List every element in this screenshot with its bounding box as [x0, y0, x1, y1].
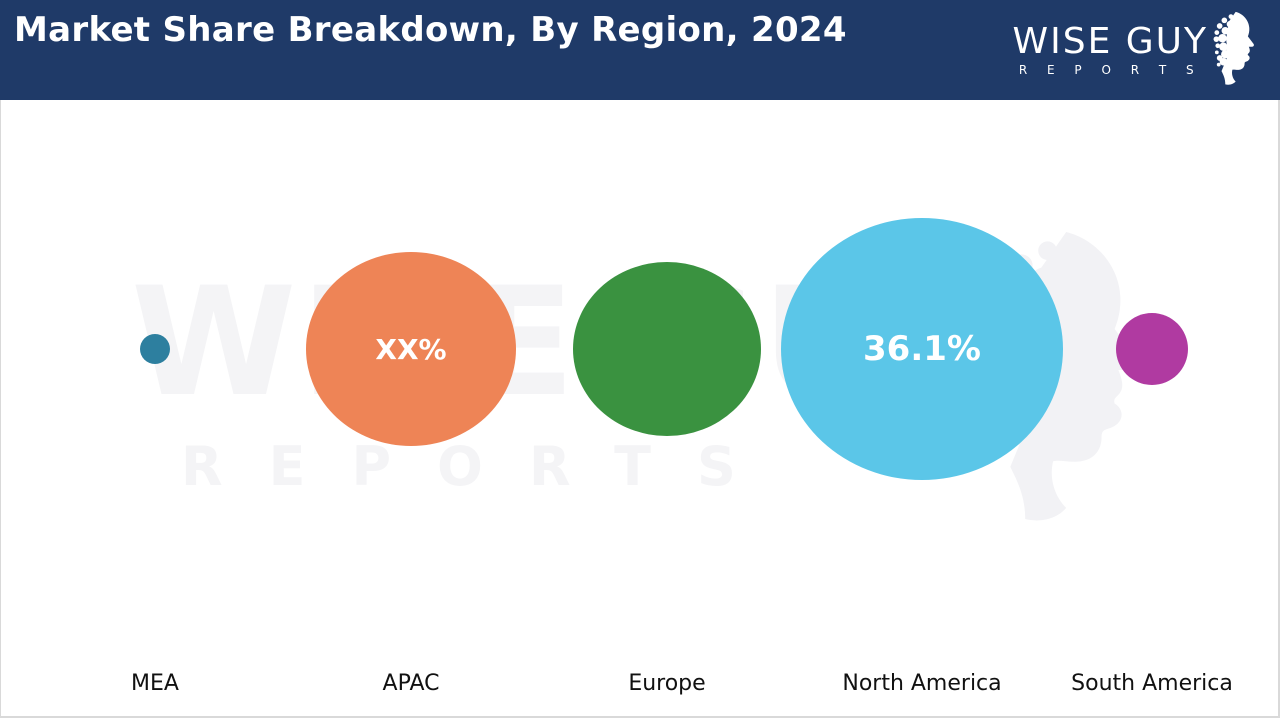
- category-label-apac: APAC: [382, 671, 440, 696]
- watermark-subtitle: REPORTS: [181, 435, 782, 498]
- bubble-mea: [140, 334, 170, 364]
- bubble-europe: [573, 262, 761, 436]
- header: Market Share Breakdown, By Region, 2024 …: [0, 0, 1280, 100]
- wise-guy-logo: WISE GUY R E P O R T S: [1013, 10, 1265, 90]
- value-label-north-america: 36.1%: [863, 329, 981, 369]
- category-label-north-america: North America: [842, 671, 1002, 696]
- category-label-south-america: South America: [1071, 671, 1233, 696]
- category-label-europe: Europe: [628, 671, 706, 696]
- logo-wordmark: WISE GUY: [1012, 21, 1208, 63]
- bubble-apac: XX%: [306, 252, 516, 446]
- bubble-south-america: [1116, 313, 1188, 385]
- logo-face-icon: [1213, 11, 1254, 85]
- bubble-chart: WISE GUY REPORTS XX% 36.1% MEA APAC Europe N…: [0, 100, 1280, 718]
- logo-text: WISE GUY R E P O R T S: [1013, 23, 1209, 77]
- value-label-apac: XX%: [375, 332, 447, 366]
- logo-subtitle: R E P O R T S: [1018, 62, 1202, 77]
- category-label-mea: MEA: [131, 671, 179, 696]
- page-title: Market Share Breakdown, By Region, 2024: [14, 10, 847, 50]
- bubble-north-america: 36.1%: [781, 218, 1063, 480]
